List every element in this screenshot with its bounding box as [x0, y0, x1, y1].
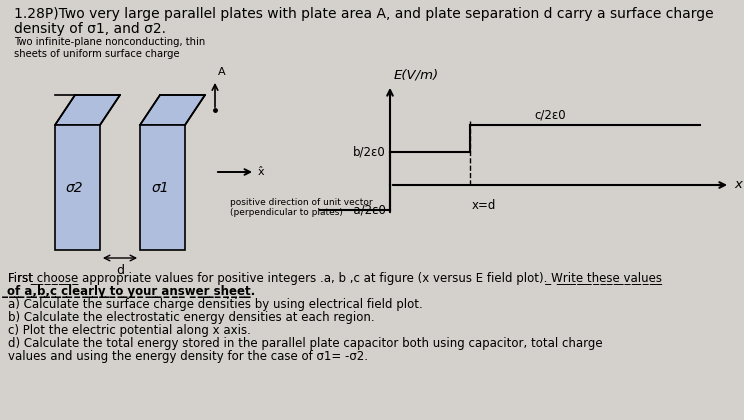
- Text: c) Plot the electric potential along x axis.: c) Plot the electric potential along x a…: [8, 324, 251, 337]
- Text: ̲o̲f̲ ̲a̲,̲b̲,̲c̲ ̲c̲l̲e̲a̲r̲l̲y̲ ̲t̲o̲ ̲y̲o̲u̲r̲ ̲a̲n̲s̲w̲e̲r̲ ̲s̲h̲e̲e̲t̲.: ̲o̲f̲ ̲a̲,̲b̲,̲c̲ ̲c̲l̲e̲a̲r̲l̲y̲ ̲t̲o̲ …: [8, 285, 256, 298]
- Text: d: d: [116, 264, 124, 277]
- Text: σ1: σ1: [151, 181, 169, 195]
- Polygon shape: [140, 95, 205, 125]
- Text: Two infinite-plane nonconducting, thin
sheets of uniform surface charge: Two infinite-plane nonconducting, thin s…: [14, 37, 205, 59]
- Text: First: First: [8, 272, 36, 285]
- Text: A: A: [218, 67, 225, 77]
- Text: a) Calculate the surface charge densities by using electrical field plot.: a) Calculate the surface charge densitie…: [8, 298, 423, 311]
- Text: c/2ε0: c/2ε0: [535, 108, 566, 121]
- Text: -a/2ε0: -a/2ε0: [349, 204, 386, 216]
- Text: x=d: x=d: [472, 199, 496, 212]
- Text: x̂: x̂: [258, 167, 265, 177]
- Text: b/2ε0: b/2ε0: [353, 145, 386, 158]
- Polygon shape: [55, 95, 120, 125]
- Text: E(V/m): E(V/m): [394, 69, 439, 82]
- Polygon shape: [55, 125, 100, 250]
- Text: First ̲c̲h̲o̲o̲s̲e̲ appropriate values for positive integers .a, b ,c at figure : First ̲c̲h̲o̲o̲s̲e̲ appropriate values f…: [8, 272, 662, 285]
- Text: positive direction of unit vector
(perpendicular to plates): positive direction of unit vector (perpe…: [230, 198, 373, 218]
- Text: x: x: [734, 178, 742, 192]
- Text: 1.28P)Two very large parallel plates with plate area A, and plate separation d c: 1.28P)Two very large parallel plates wit…: [14, 7, 713, 21]
- Text: density of σ1, and σ2.: density of σ1, and σ2.: [14, 22, 166, 36]
- Text: values and using the energy density for the case of σ1= -σ2.: values and using the energy density for …: [8, 350, 368, 363]
- Polygon shape: [140, 125, 185, 250]
- Text: σ2: σ2: [65, 181, 83, 195]
- Text: d) Calculate the total energy stored in the parallel plate capacitor both using : d) Calculate the total energy stored in …: [8, 337, 603, 350]
- Text: b) Calculate the electrostatic energy densities at each region.: b) Calculate the electrostatic energy de…: [8, 311, 375, 324]
